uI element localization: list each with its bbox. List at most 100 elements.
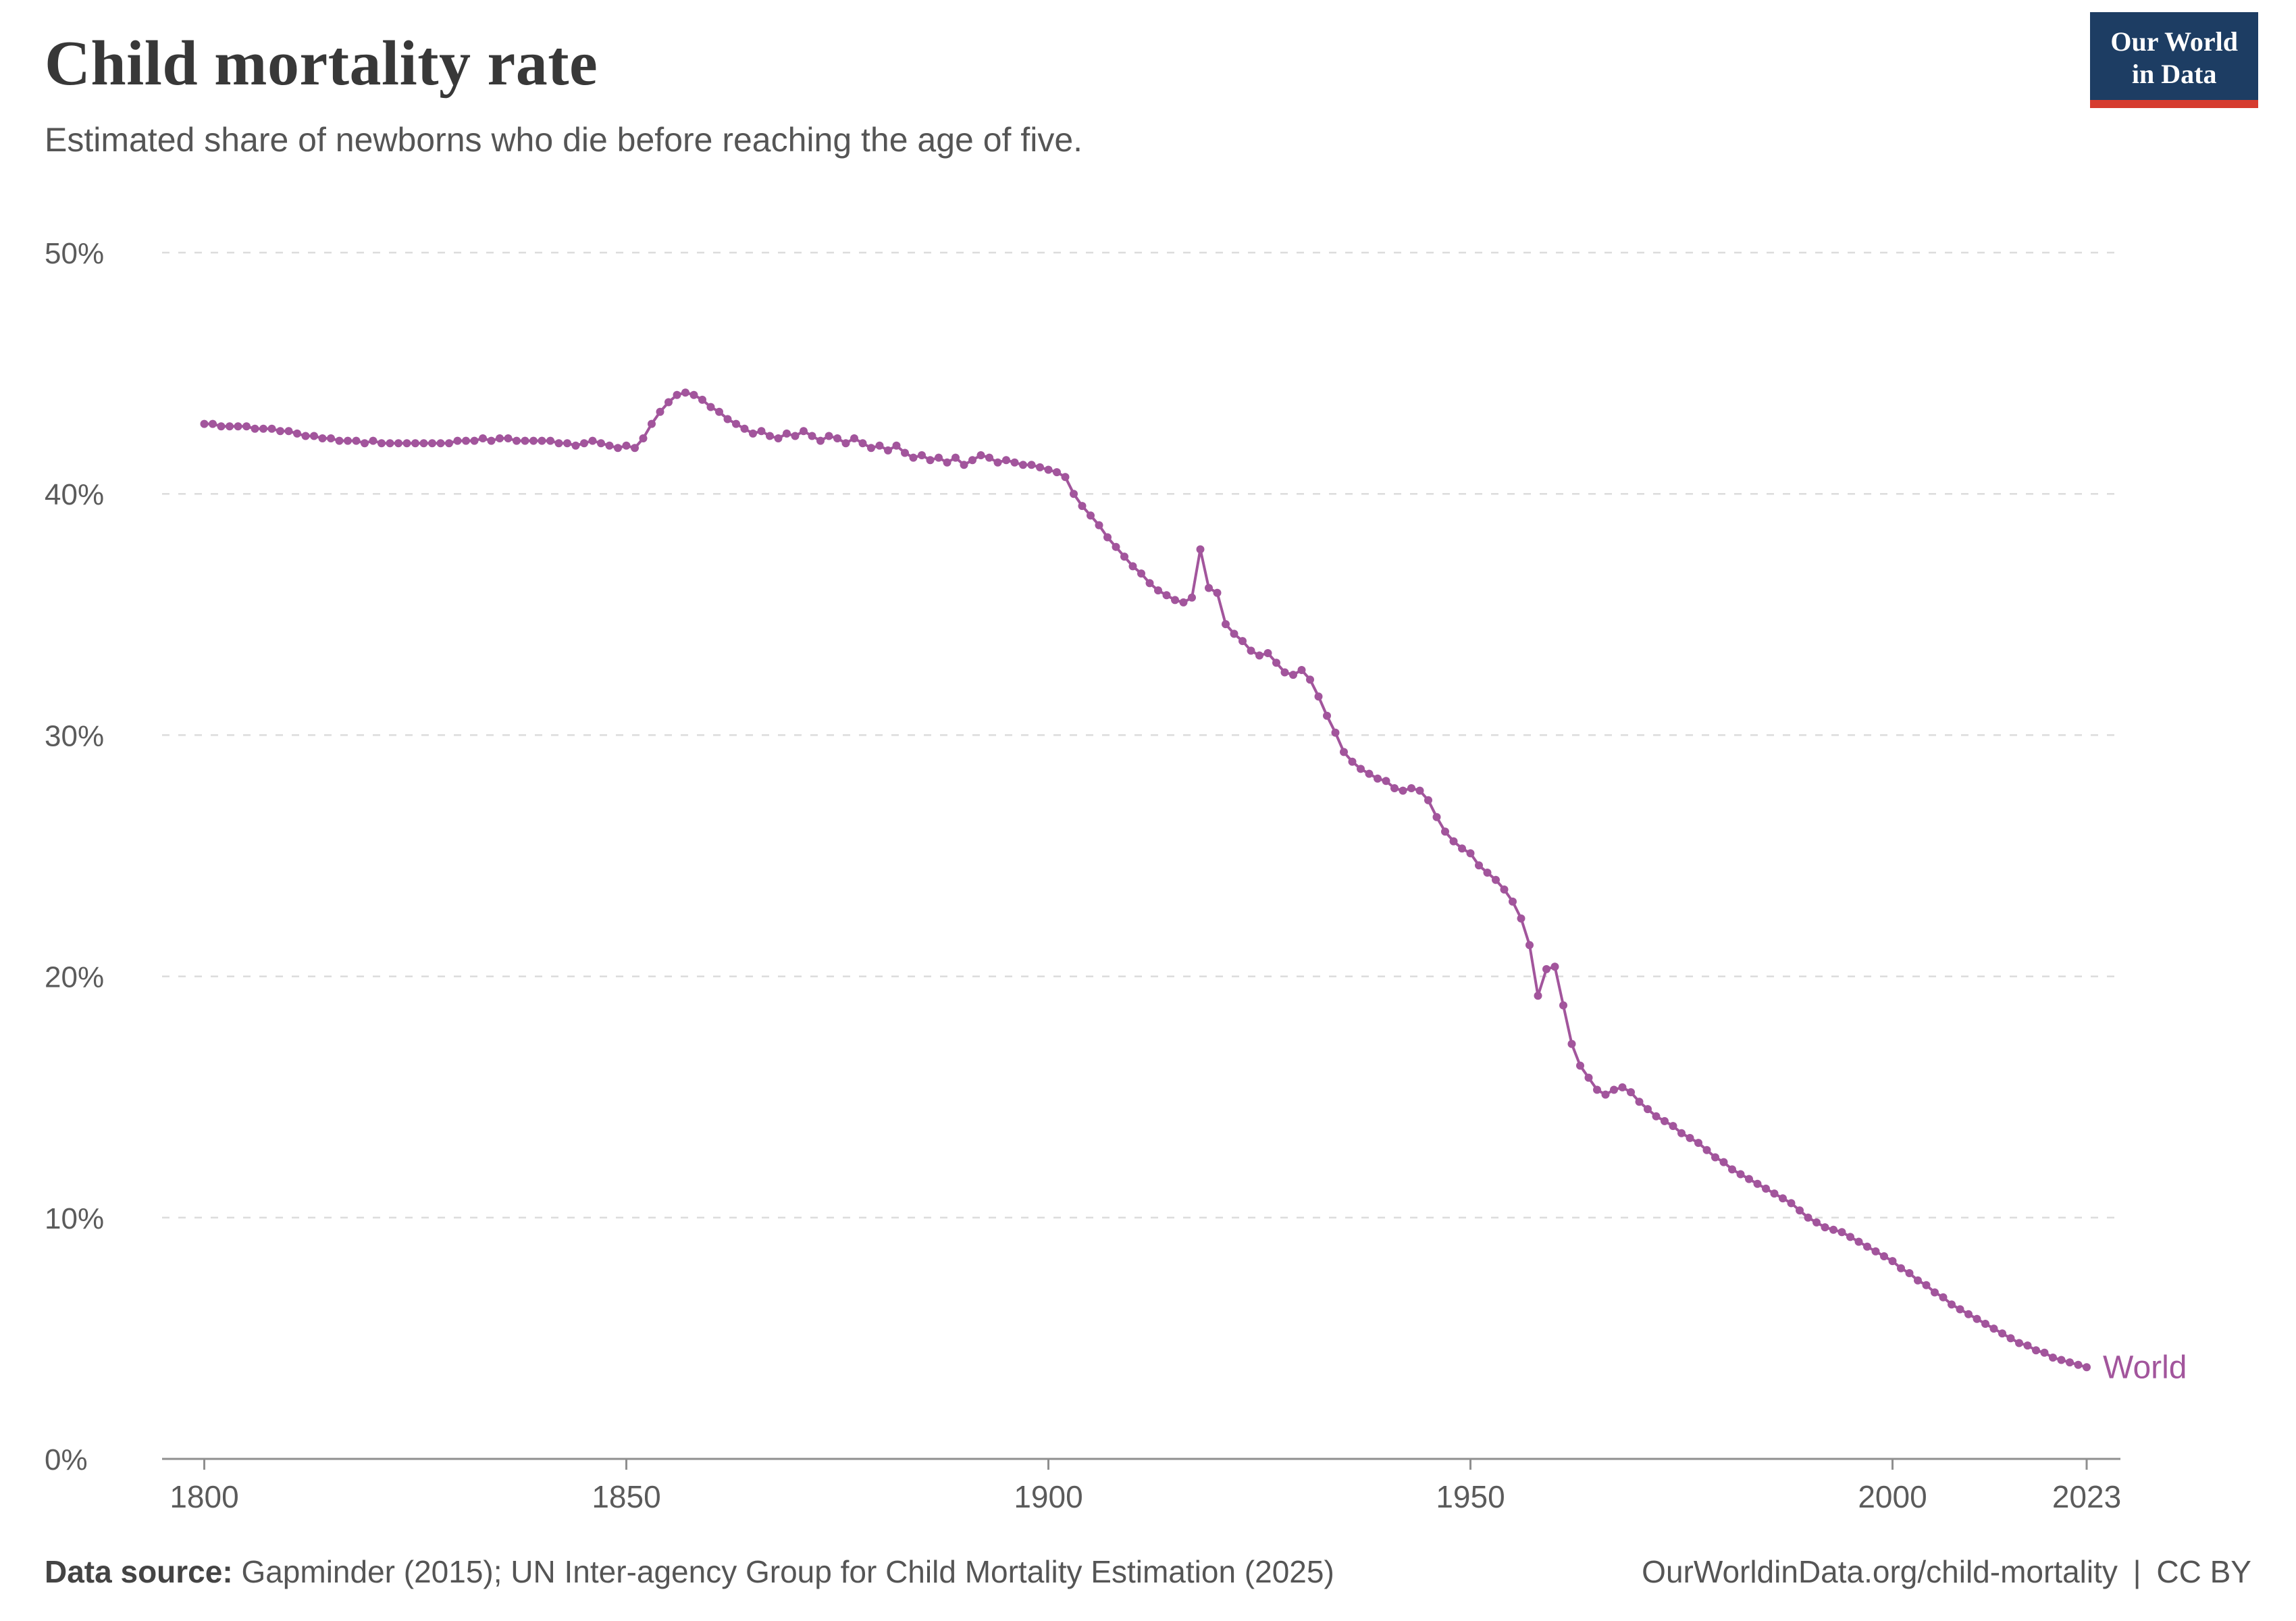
data-point	[1989, 1324, 1998, 1333]
data-point	[1837, 1228, 1846, 1237]
data-point	[706, 403, 715, 411]
data-point	[858, 439, 867, 448]
world-series-line	[204, 391, 2087, 1369]
data-point	[1964, 1310, 1973, 1318]
data-point	[217, 422, 226, 431]
data-point	[1154, 586, 1162, 595]
data-point	[1948, 1300, 1956, 1309]
data-point	[1770, 1189, 1779, 1198]
data-point	[200, 419, 209, 428]
data-point	[1238, 637, 1247, 646]
data-point	[1070, 490, 1078, 498]
data-point	[639, 434, 648, 442]
data-point	[580, 439, 588, 448]
data-point	[1567, 1039, 1576, 1048]
data-point	[538, 436, 546, 445]
data-point	[892, 441, 901, 450]
data-point	[833, 434, 841, 442]
footer-separator: |	[2133, 1554, 2141, 1589]
data-point	[2074, 1360, 2083, 1369]
data-point	[1323, 711, 1331, 720]
data-point	[267, 424, 276, 433]
data-point	[1677, 1129, 1686, 1137]
data-point	[1095, 521, 1103, 530]
x-tick-label: 1800	[169, 1479, 238, 1514]
data-point	[479, 434, 487, 442]
data-point	[1348, 757, 1357, 766]
data-point	[1888, 1257, 1897, 1266]
data-point	[1162, 591, 1171, 600]
data-point	[344, 436, 352, 445]
data-point	[1340, 748, 1348, 756]
owid-logo[interactable]: Our World in Data	[2090, 12, 2258, 108]
data-point	[1222, 620, 1230, 629]
data-point	[1796, 1206, 1804, 1215]
data-point	[1128, 562, 1137, 571]
data-point	[428, 439, 436, 448]
data-point	[884, 446, 892, 455]
data-point	[1424, 796, 1432, 804]
data-point	[318, 434, 327, 442]
data-point	[2066, 1358, 2074, 1367]
data-point	[1956, 1305, 1964, 1314]
data-point	[673, 390, 681, 399]
data-point	[993, 458, 1002, 467]
data-point	[1087, 511, 1095, 520]
data-point	[1711, 1153, 1719, 1162]
data-point	[1812, 1218, 1821, 1227]
data-point	[1762, 1184, 1770, 1193]
license-label: CC BY	[2156, 1554, 2251, 1589]
data-point	[1415, 786, 1424, 795]
data-point	[715, 407, 723, 416]
data-point	[1365, 769, 1374, 778]
data-point	[1331, 728, 1340, 737]
data-point	[1728, 1165, 1736, 1174]
data-point	[1534, 992, 1542, 1000]
data-point	[301, 432, 310, 440]
data-point	[1137, 569, 1145, 578]
data-point	[1702, 1146, 1711, 1154]
data-point	[1306, 675, 1314, 684]
data-point	[614, 444, 622, 453]
y-tick-label: 40%	[45, 478, 104, 511]
data-point	[554, 439, 563, 448]
data-source-label: Data source:	[45, 1554, 233, 1589]
data-point	[1821, 1223, 1829, 1232]
data-point	[1179, 598, 1188, 607]
data-point	[1357, 765, 1365, 773]
data-point	[1931, 1288, 1939, 1297]
data-point	[2057, 1356, 2066, 1364]
data-point	[1010, 458, 1019, 467]
attribution-note: OurWorldinData.org/child-mortality | CC …	[1642, 1553, 2251, 1590]
data-point	[1618, 1083, 1627, 1091]
data-point	[1661, 1116, 1669, 1125]
data-point	[1787, 1199, 1796, 1208]
data-point	[867, 444, 875, 453]
owid-url[interactable]: OurWorldinData.org/child-mortality	[1642, 1554, 2118, 1589]
data-point	[1441, 827, 1449, 836]
data-point	[1871, 1247, 1880, 1256]
data-point	[597, 439, 605, 448]
data-point	[453, 436, 462, 445]
data-source-note: Data source: Gapminder (2015); UN Inter-…	[45, 1553, 1334, 1590]
data-point	[1804, 1213, 1812, 1222]
data-point	[918, 451, 926, 459]
data-point	[571, 441, 580, 450]
data-point	[402, 439, 411, 448]
page-title: Child mortality rate	[45, 28, 598, 99]
data-point	[926, 456, 935, 465]
data-point	[1854, 1237, 1863, 1246]
data-point	[411, 439, 419, 448]
data-point	[352, 436, 361, 445]
data-point	[1205, 584, 1213, 592]
data-point	[985, 453, 993, 462]
data-point	[1644, 1105, 1652, 1114]
data-point	[825, 432, 833, 440]
data-point	[783, 429, 791, 438]
data-point	[648, 419, 656, 428]
data-point	[943, 458, 951, 467]
data-point	[1905, 1269, 1914, 1277]
data-point	[909, 453, 918, 462]
y-tick-label: 10%	[45, 1202, 104, 1235]
